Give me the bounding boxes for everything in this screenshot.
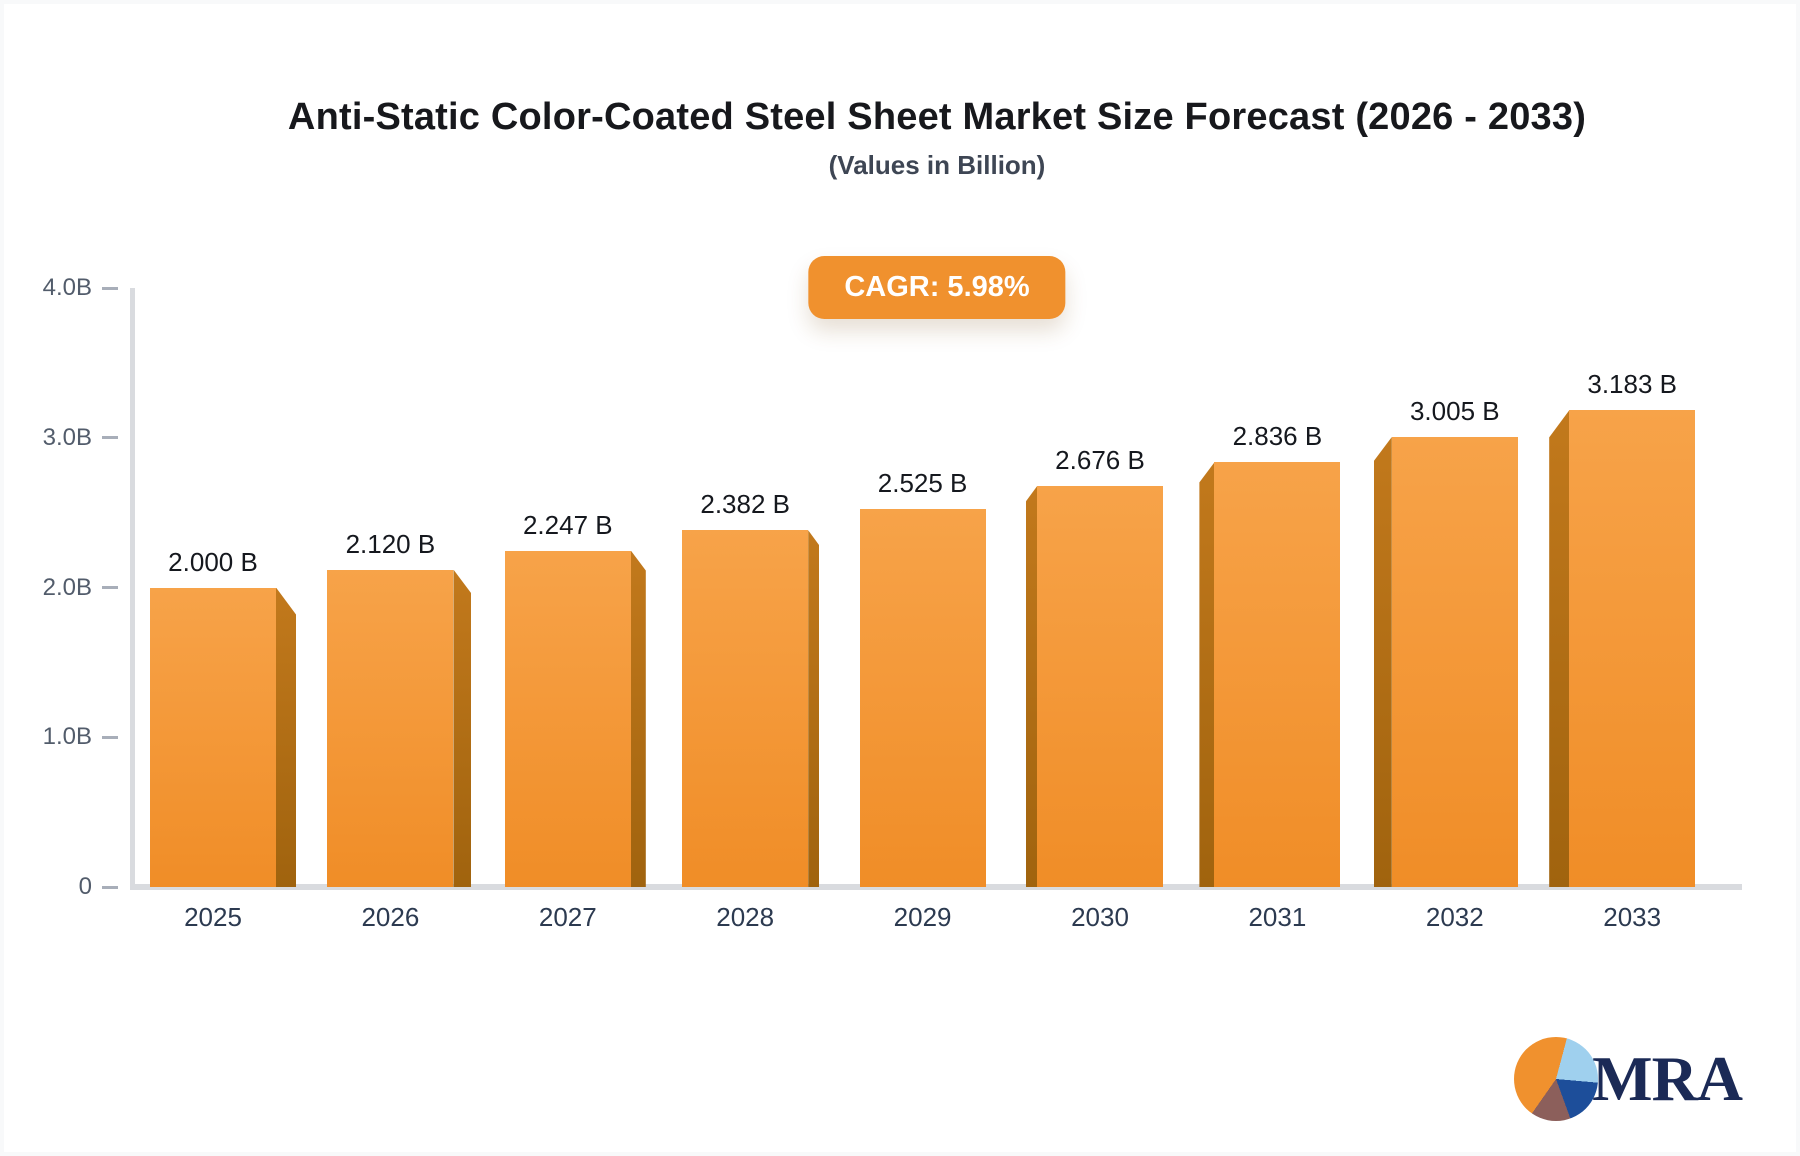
bar-face xyxy=(1214,462,1341,887)
x-axis-label-2031: 2031 xyxy=(1248,902,1307,932)
x-axis-label-2028: 2028 xyxy=(716,902,775,932)
bar-3d-side xyxy=(1199,462,1215,887)
bar-face xyxy=(859,508,986,887)
mra-logo: MRA xyxy=(1514,1036,1743,1122)
bar-3d-side xyxy=(453,569,472,887)
x-axis-label-2026: 2026 xyxy=(361,902,420,932)
y-tick-label: 2.0B xyxy=(42,573,92,601)
chart-subtitle: (Values in Billion) xyxy=(828,150,1046,180)
bar-value-label: 2.836 B xyxy=(1232,421,1323,452)
bar-face xyxy=(1391,437,1518,887)
pie-chart-icon xyxy=(1514,1037,1599,1121)
y-tick-label: 3.0B xyxy=(42,423,92,451)
bar-3d-side xyxy=(1026,486,1037,887)
chart-title: Anti-Static Color-Coated Steel Sheet Mar… xyxy=(287,96,1587,138)
x-axis-label-2027: 2027 xyxy=(538,902,597,932)
y-axis-line xyxy=(130,288,135,888)
bar-3d-side xyxy=(1373,437,1392,887)
x-axis-label-2025: 2025 xyxy=(184,902,242,932)
y-tick-mark xyxy=(102,885,118,889)
bar-2033: 3.183 B xyxy=(1549,369,1696,887)
bar-2028: 2.382 B xyxy=(682,489,820,887)
bar-3d-side xyxy=(276,587,296,887)
bar-2031: 2.836 B xyxy=(1199,421,1341,887)
bar-value-label: 3.183 B xyxy=(1587,369,1678,400)
bar-value-label: 2.247 B xyxy=(522,509,613,540)
logo-text: MRA xyxy=(1592,1043,1743,1114)
y-tick-label: 1.0B xyxy=(42,723,92,751)
bar-value-label: 2.382 B xyxy=(700,489,791,520)
bar-face xyxy=(327,569,454,887)
y-tick-mark xyxy=(102,586,118,589)
x-axis-label-2032: 2032 xyxy=(1425,902,1484,932)
bar-value-label: 2.525 B xyxy=(877,467,968,498)
y-tick-mark xyxy=(102,436,118,440)
bar-2030: 2.676 B xyxy=(1026,445,1163,887)
bar-face xyxy=(150,587,276,887)
bar-2025: 2.000 B xyxy=(150,547,296,887)
bar-3d-side xyxy=(630,550,646,887)
bar-3d-side xyxy=(808,530,820,887)
bar-face xyxy=(682,530,809,887)
x-axis-label-2033: 2033 xyxy=(1603,902,1662,932)
x-axis-label-2029: 2029 xyxy=(893,902,952,932)
bar-2026: 2.120 B xyxy=(327,529,472,887)
bar-value-label: 2.120 B xyxy=(345,528,436,559)
bar-2029: 2.525 B xyxy=(859,468,986,887)
bar-face xyxy=(1037,486,1163,887)
x-axis-line xyxy=(130,884,1742,890)
bar-face xyxy=(504,550,631,887)
y-tick-label: 4.0B xyxy=(42,274,92,301)
plot-area: 2.000 B 2.120 B 2.247 B 2.382 B 2.525 B 2.676… xyxy=(132,288,1742,887)
y-tick-label: 0 xyxy=(78,873,92,900)
bar-value-label: 2.676 B xyxy=(1055,445,1145,476)
y-tick-mark xyxy=(102,286,118,290)
cagr-badge: CAGR: 5.98% xyxy=(808,256,1066,319)
bar-3d-side xyxy=(1549,410,1570,887)
bar-2032: 3.005 B xyxy=(1373,396,1518,887)
bar-face xyxy=(1569,410,1696,887)
x-axis-label-2030: 2030 xyxy=(1071,902,1129,932)
bar-2027: 2.247 B xyxy=(504,510,646,887)
bar-value-label: 3.005 B xyxy=(1409,396,1500,427)
bar-value-label: 2.000 B xyxy=(168,546,258,577)
y-tick-mark xyxy=(102,735,118,739)
